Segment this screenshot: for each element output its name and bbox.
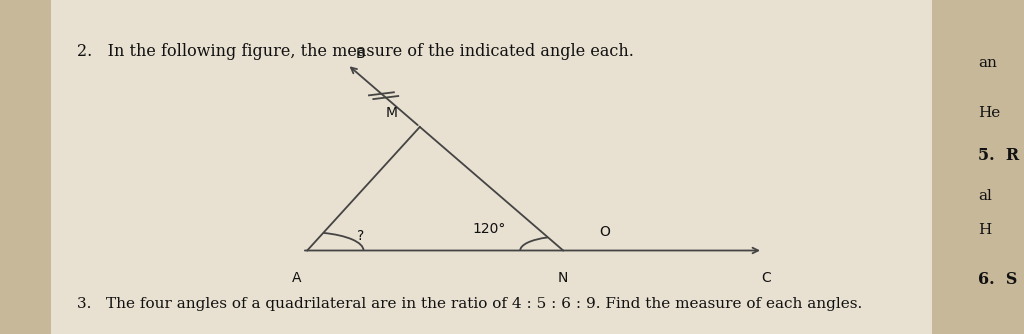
Text: O: O: [599, 225, 610, 239]
Text: He: He: [978, 106, 1000, 120]
Text: H: H: [978, 223, 991, 237]
Text: M: M: [385, 106, 397, 120]
Text: al: al: [978, 189, 992, 203]
Text: ?: ?: [356, 229, 365, 243]
Text: 120°: 120°: [473, 222, 506, 236]
Text: an: an: [978, 56, 996, 70]
Text: A: A: [292, 271, 302, 285]
Text: C: C: [761, 271, 771, 285]
Text: N: N: [558, 271, 568, 285]
Text: B: B: [355, 47, 366, 61]
Text: 6.  S: 6. S: [978, 271, 1017, 288]
FancyBboxPatch shape: [51, 0, 932, 334]
Text: 2.   In the following figure, the measure of the indicated angle each.: 2. In the following figure, the measure …: [77, 43, 634, 60]
Text: 5.  R: 5. R: [978, 147, 1019, 164]
Text: 3.   The four angles of a quadrilateral are in the ratio of 4 : 5 : 6 : 9. Find : 3. The four angles of a quadrilateral ar…: [77, 297, 862, 311]
